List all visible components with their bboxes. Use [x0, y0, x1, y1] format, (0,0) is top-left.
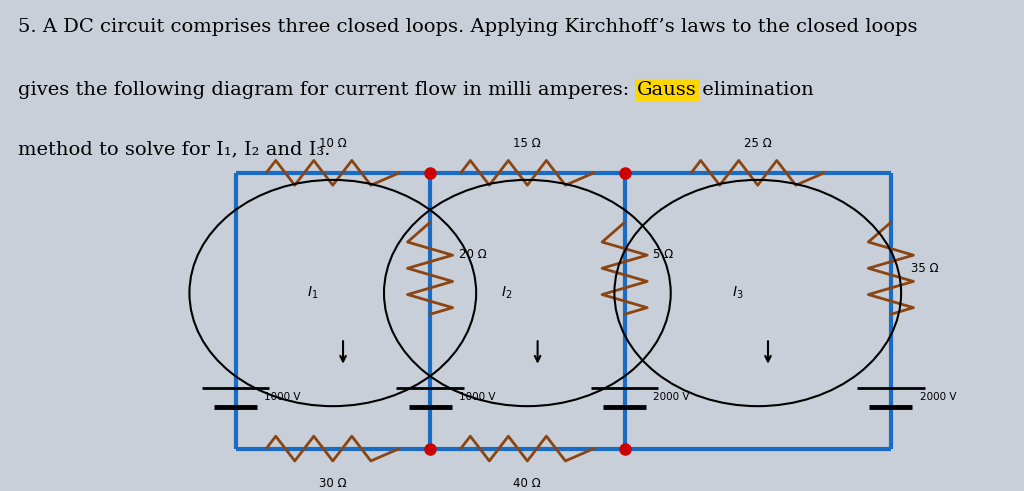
Text: method to solve for I₁, I₂ and I₃.: method to solve for I₁, I₂ and I₃.	[18, 140, 331, 158]
Text: 15 Ω: 15 Ω	[513, 137, 542, 150]
Text: 1000 V: 1000 V	[459, 392, 496, 403]
Text: $I_1$: $I_1$	[306, 285, 318, 301]
Text: 2000 V: 2000 V	[653, 392, 690, 403]
Text: 5 Ω: 5 Ω	[653, 247, 674, 261]
Text: gives the following diagram for current flow in milli amperes:  Apply: gives the following diagram for current …	[18, 81, 705, 99]
Text: $I_2$: $I_2$	[501, 285, 513, 301]
Text: Gauss: Gauss	[637, 81, 696, 99]
Text: 10 Ω: 10 Ω	[318, 137, 347, 150]
Text: 35 Ω: 35 Ω	[911, 262, 939, 275]
Text: elimination: elimination	[696, 81, 814, 99]
Text: 20 Ω: 20 Ω	[459, 247, 486, 261]
Text: 40 Ω: 40 Ω	[513, 477, 542, 490]
Text: 2000 V: 2000 V	[920, 392, 956, 403]
Text: 30 Ω: 30 Ω	[319, 477, 346, 490]
Text: 5. A DC circuit comprises three closed loops. Applying Kirchhoff’s laws to the c: 5. A DC circuit comprises three closed l…	[18, 18, 918, 36]
Text: 25 Ω: 25 Ω	[743, 137, 772, 150]
Text: $I_3$: $I_3$	[731, 285, 743, 301]
Text: 1000 V: 1000 V	[264, 392, 301, 403]
